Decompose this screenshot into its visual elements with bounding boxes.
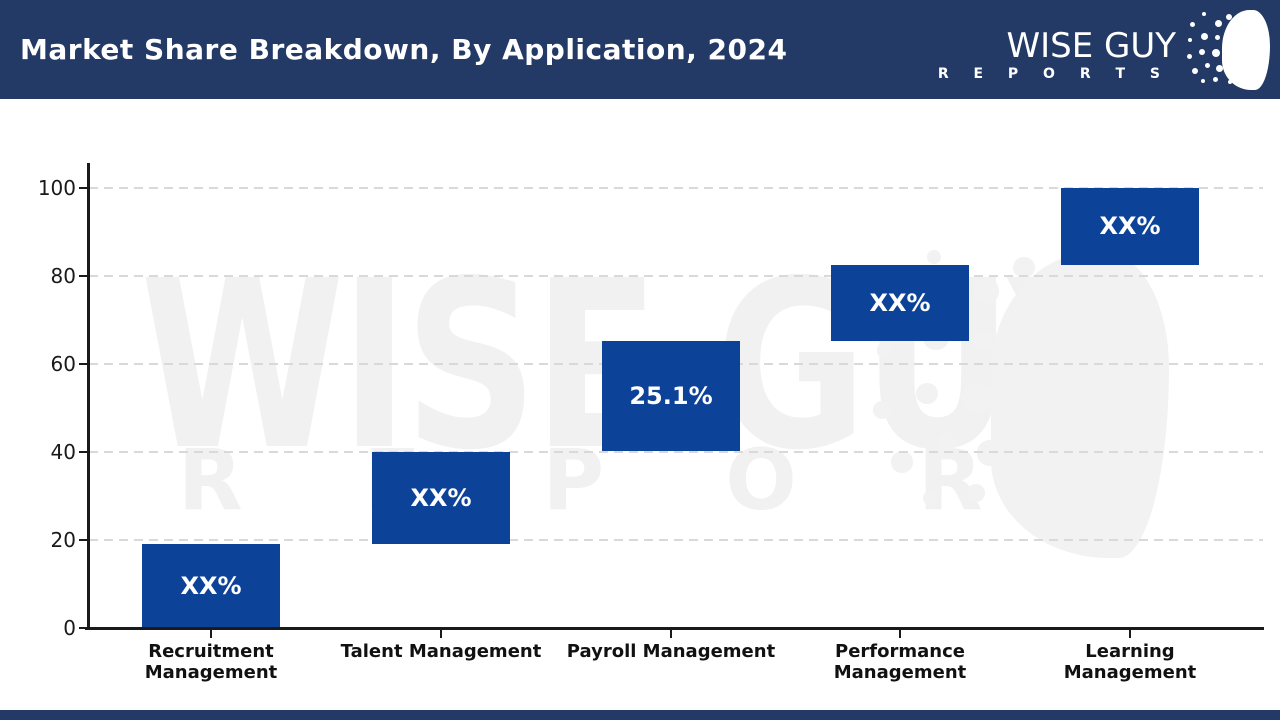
y-tick-0 (79, 626, 87, 629)
y-tick-20 (79, 538, 87, 541)
head-dot (1215, 20, 1222, 27)
gridline-y-40 (89, 450, 1263, 453)
head-dot (1192, 68, 1198, 74)
category-label-line: Recruitment (148, 641, 274, 662)
x-tick-4 (899, 629, 901, 638)
x-tick-1 (210, 629, 212, 638)
head-dot (1202, 12, 1206, 16)
category-label-line: Learning (1085, 641, 1175, 662)
head-dot (1199, 49, 1205, 55)
x-tick-2 (440, 629, 442, 638)
bar-value-label: 25.1% (629, 382, 713, 411)
y-tick-label-100: 100 (37, 175, 76, 200)
x-category-label: Recruitment Management (95, 641, 327, 683)
logo-tagline: R E P O R T S (937, 66, 1170, 82)
x-category-label: Payroll Management (555, 641, 787, 662)
category-label-line: Management (144, 662, 278, 683)
bar-4: XX% (831, 264, 969, 342)
category-label-line: Management (1063, 662, 1197, 683)
wise-guy-reports-logo: WISE GUY R E P O R T S (938, 0, 1274, 99)
bar-1: XX% (142, 544, 280, 628)
head-dot (1213, 77, 1218, 82)
header-bar: Market Share Breakdown, By Application, … (0, 0, 1280, 99)
head-dot (1226, 48, 1231, 53)
gridline-y-20 (89, 538, 1263, 541)
x-tick-3 (670, 629, 672, 638)
category-label-line: Management (833, 662, 967, 683)
y-axis-line (87, 163, 90, 630)
y-tick-60 (79, 362, 87, 365)
y-tick-label-80: 80 (50, 263, 76, 288)
logo-head-icon (1182, 6, 1270, 94)
gridline-y-80 (89, 274, 1263, 277)
head-dot (1216, 65, 1223, 72)
x-axis-line (85, 627, 1264, 630)
head-dot (1228, 80, 1232, 84)
head-dot (1212, 49, 1220, 57)
head-dot (1205, 63, 1210, 68)
bar-3: 25.1% (602, 341, 740, 452)
category-label-line: Payroll Management (566, 641, 776, 662)
bar-value-label: XX% (180, 571, 242, 600)
y-tick-40 (79, 450, 87, 453)
y-tick-label-0: 0 (63, 615, 76, 640)
y-tick-label-60: 60 (50, 351, 76, 376)
chart-title: Market Share Breakdown, By Application, … (20, 33, 788, 66)
head-dot (1226, 14, 1232, 20)
head-dot (1201, 79, 1205, 83)
x-category-label: Performance Management (784, 641, 1016, 683)
bar-value-label: XX% (1099, 212, 1161, 240)
x-tick-5 (1129, 629, 1131, 638)
head-dot (1225, 66, 1231, 72)
head-dot (1201, 33, 1208, 40)
logo-wordmark: WISE GUY (1006, 26, 1176, 66)
head-dot (1227, 30, 1233, 36)
bar-value-label: XX% (869, 288, 931, 317)
y-tick-label-40: 40 (50, 439, 76, 464)
y-tick-label-20: 20 (50, 527, 76, 552)
head-dot (1188, 38, 1192, 42)
head-dot (1215, 35, 1220, 40)
head-dot (1187, 54, 1192, 59)
category-label-line: Talent Management (340, 641, 542, 662)
head-dot (1190, 22, 1195, 27)
x-category-label: Learning Management (1014, 641, 1246, 683)
footer-bar (0, 710, 1280, 720)
bar-5: XX% (1061, 187, 1199, 265)
category-label-line: Performance (835, 641, 965, 662)
bar-2: XX% (372, 452, 510, 545)
bar-value-label: XX% (410, 484, 472, 513)
y-tick-80 (79, 274, 87, 277)
gridline-y-100 (89, 186, 1263, 189)
y-tick-100 (79, 186, 87, 189)
x-category-label: Talent Management (325, 641, 557, 662)
